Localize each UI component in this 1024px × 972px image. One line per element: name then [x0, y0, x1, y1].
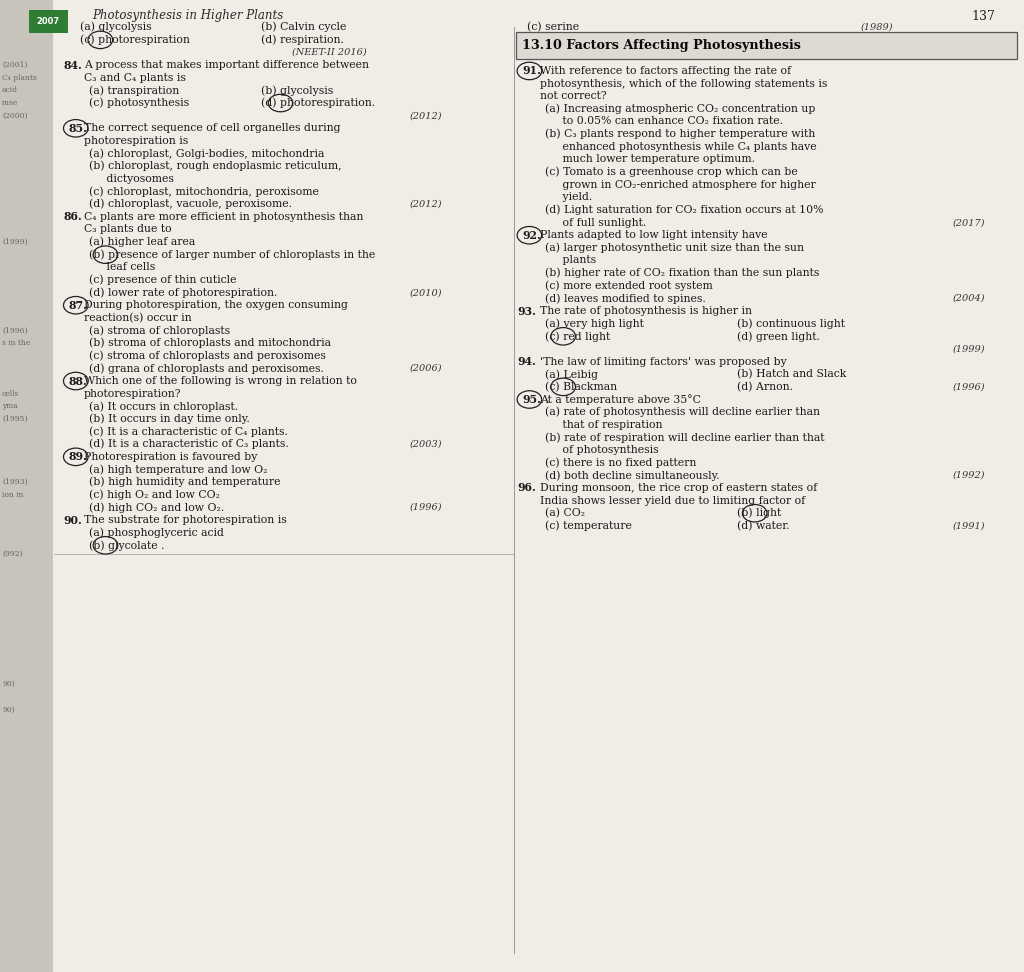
- Text: (c) temperature: (c) temperature: [545, 521, 632, 531]
- Text: (1996): (1996): [952, 382, 985, 392]
- Text: 92.: 92.: [522, 229, 541, 241]
- Text: yield.: yield.: [545, 192, 592, 202]
- Text: (b) rate of respiration will decline earlier than that: (b) rate of respiration will decline ear…: [545, 433, 824, 442]
- Text: (d) glycine.: (d) glycine.: [527, 35, 589, 45]
- Text: (b) light: (b) light: [737, 508, 781, 518]
- Text: 84.: 84.: [63, 59, 82, 71]
- Text: (d) high CO₂ and low O₂.: (d) high CO₂ and low O₂.: [89, 503, 224, 512]
- Text: (c) photorespiration: (c) photorespiration: [80, 35, 189, 45]
- Text: The rate of photosynthesis is higher in: The rate of photosynthesis is higher in: [540, 306, 752, 316]
- Text: (1992): (1992): [952, 470, 985, 480]
- Text: (2012): (2012): [410, 111, 442, 121]
- Text: (c) photosynthesis: (c) photosynthesis: [89, 98, 189, 108]
- Text: (a) Increasing atmospheric CO₂ concentration up: (a) Increasing atmospheric CO₂ concentra…: [545, 104, 815, 114]
- Text: Photosynthesis in Higher Plants: Photosynthesis in Higher Plants: [92, 9, 284, 22]
- Text: (a) Leibig: (a) Leibig: [545, 369, 598, 379]
- Text: The correct sequence of cell organelles during: The correct sequence of cell organelles …: [84, 123, 340, 133]
- Text: (b) C₃ plants respond to higher temperature with: (b) C₃ plants respond to higher temperat…: [545, 129, 815, 139]
- Text: (c) serine: (c) serine: [527, 22, 580, 32]
- Text: During monsoon, the rice crop of eastern states of: During monsoon, the rice crop of eastern…: [540, 483, 817, 493]
- Text: (d) both decline simultaneously.: (d) both decline simultaneously.: [545, 470, 720, 480]
- Text: (b) presence of larger number of chloroplasts in the: (b) presence of larger number of chlorop…: [89, 250, 376, 260]
- Text: 87.: 87.: [69, 299, 87, 311]
- FancyBboxPatch shape: [29, 10, 68, 33]
- FancyBboxPatch shape: [516, 32, 1017, 59]
- Text: 96.: 96.: [517, 482, 536, 494]
- Text: C₄ plants are more efficient in photosynthesis than: C₄ plants are more efficient in photosyn…: [84, 212, 364, 222]
- Text: 95.: 95.: [522, 394, 541, 405]
- Text: 2007: 2007: [37, 17, 59, 26]
- Text: (c) stroma of chloroplasts and peroxisomes: (c) stroma of chloroplasts and peroxisom…: [89, 351, 326, 361]
- Text: During photorespiration, the oxygen consuming: During photorespiration, the oxygen cons…: [84, 300, 348, 310]
- Text: (1991): (1991): [952, 521, 985, 531]
- Text: (a) larger photosynthetic unit size than the sun: (a) larger photosynthetic unit size than…: [545, 243, 804, 253]
- Text: (a) It occurs in chloroplast.: (a) It occurs in chloroplast.: [89, 401, 239, 411]
- Text: photorespiration is: photorespiration is: [84, 136, 188, 146]
- Text: (c) there is no fixed pattern: (c) there is no fixed pattern: [545, 458, 696, 468]
- Text: (1995): (1995): [2, 415, 28, 423]
- Text: (d) Arnon.: (d) Arnon.: [737, 382, 794, 392]
- Text: (1999): (1999): [952, 344, 985, 354]
- Text: ion in: ion in: [2, 491, 24, 499]
- Text: C₄ plants: C₄ plants: [2, 74, 37, 82]
- Text: (d) green light.: (d) green light.: [737, 331, 820, 341]
- Text: (2010): (2010): [410, 288, 442, 297]
- Text: (d) respiration.: (d) respiration.: [261, 35, 344, 45]
- Text: cells: cells: [2, 390, 19, 398]
- Text: (b) Hatch and Slack: (b) Hatch and Slack: [737, 369, 847, 379]
- Text: (b) high humidity and temperature: (b) high humidity and temperature: [89, 477, 281, 487]
- Text: (d) photorespiration.: (d) photorespiration.: [261, 98, 375, 108]
- Text: 89.: 89.: [69, 451, 87, 463]
- Text: (a) stroma of chloroplasts: (a) stroma of chloroplasts: [89, 326, 230, 335]
- Text: (a) CO₂: (a) CO₂: [545, 508, 585, 518]
- Text: (2001): (2001): [2, 61, 28, 69]
- Text: (2000): (2000): [2, 112, 28, 120]
- Text: reaction(s) occur in: reaction(s) occur in: [84, 313, 191, 323]
- Text: (d) water.: (d) water.: [737, 521, 790, 531]
- Text: acid: acid: [2, 87, 18, 94]
- Text: (b) glycolate .: (b) glycolate .: [89, 540, 165, 550]
- Text: 90): 90): [2, 680, 14, 688]
- Text: C₃ plants due to: C₃ plants due to: [84, 225, 172, 234]
- Text: plants: plants: [545, 256, 596, 265]
- Text: (c) more extended root system: (c) more extended root system: [545, 281, 713, 291]
- Text: (a) rate of photosynthesis will decline earlier than: (a) rate of photosynthesis will decline …: [545, 407, 820, 417]
- Text: (1989): (1989): [860, 22, 893, 32]
- Text: not correct?: not correct?: [540, 91, 606, 101]
- Text: (b) glycolysis: (b) glycolysis: [261, 86, 334, 95]
- Text: leaf cells: leaf cells: [89, 262, 156, 272]
- Text: photorespiration?: photorespiration?: [84, 389, 181, 399]
- Text: (c) It is a characteristic of C₄ plants.: (c) It is a characteristic of C₄ plants.: [89, 427, 288, 436]
- Text: 137: 137: [971, 10, 995, 23]
- Text: At a temperature above 35°C: At a temperature above 35°C: [540, 394, 700, 405]
- Text: (a) very high light: (a) very high light: [545, 319, 644, 329]
- Text: (c) presence of thin cuticle: (c) presence of thin cuticle: [89, 275, 237, 285]
- Text: yma: yma: [2, 402, 18, 410]
- Text: Which one of the following is wrong in relation to: Which one of the following is wrong in r…: [84, 376, 356, 386]
- Text: 'The law of limiting factors' was proposed by: 'The law of limiting factors' was propos…: [540, 357, 786, 366]
- Text: (1999): (1999): [2, 238, 28, 246]
- Text: (a) high temperature and low O₂: (a) high temperature and low O₂: [89, 465, 267, 474]
- Text: (b) Calvin cycle: (b) Calvin cycle: [261, 22, 346, 32]
- Text: (c) Tomato is a greenhouse crop which can be: (c) Tomato is a greenhouse crop which ca…: [545, 167, 798, 177]
- Text: dictyosomes: dictyosomes: [89, 174, 174, 184]
- Text: s in the: s in the: [2, 339, 31, 347]
- Text: 90): 90): [2, 706, 14, 713]
- Text: A process that makes important difference between: A process that makes important differenc…: [84, 60, 369, 70]
- Text: Photorespiration is favoured by: Photorespiration is favoured by: [84, 452, 257, 462]
- Text: to 0.05% can enhance CO₂ fixation rate.: to 0.05% can enhance CO₂ fixation rate.: [545, 117, 782, 126]
- Text: (992): (992): [2, 550, 23, 558]
- Text: (2006): (2006): [410, 364, 442, 373]
- Text: (a) higher leaf area: (a) higher leaf area: [89, 237, 196, 247]
- Text: much lower temperature optimum.: much lower temperature optimum.: [545, 155, 755, 164]
- Text: (a) phosphoglyceric acid: (a) phosphoglyceric acid: [89, 528, 224, 538]
- Text: Plants adapted to low light intensity have: Plants adapted to low light intensity ha…: [540, 230, 767, 240]
- Text: (a) transpiration: (a) transpiration: [89, 86, 179, 95]
- Text: (a) glycolysis: (a) glycolysis: [80, 22, 152, 32]
- Text: (b) higher rate of CO₂ fixation than the sun plants: (b) higher rate of CO₂ fixation than the…: [545, 268, 819, 278]
- Text: 94.: 94.: [517, 356, 536, 367]
- Text: (d) leaves modified to spines.: (d) leaves modified to spines.: [545, 294, 706, 303]
- Text: (2004): (2004): [952, 294, 985, 303]
- Text: (c) high O₂ and low CO₂: (c) high O₂ and low CO₂: [89, 490, 220, 500]
